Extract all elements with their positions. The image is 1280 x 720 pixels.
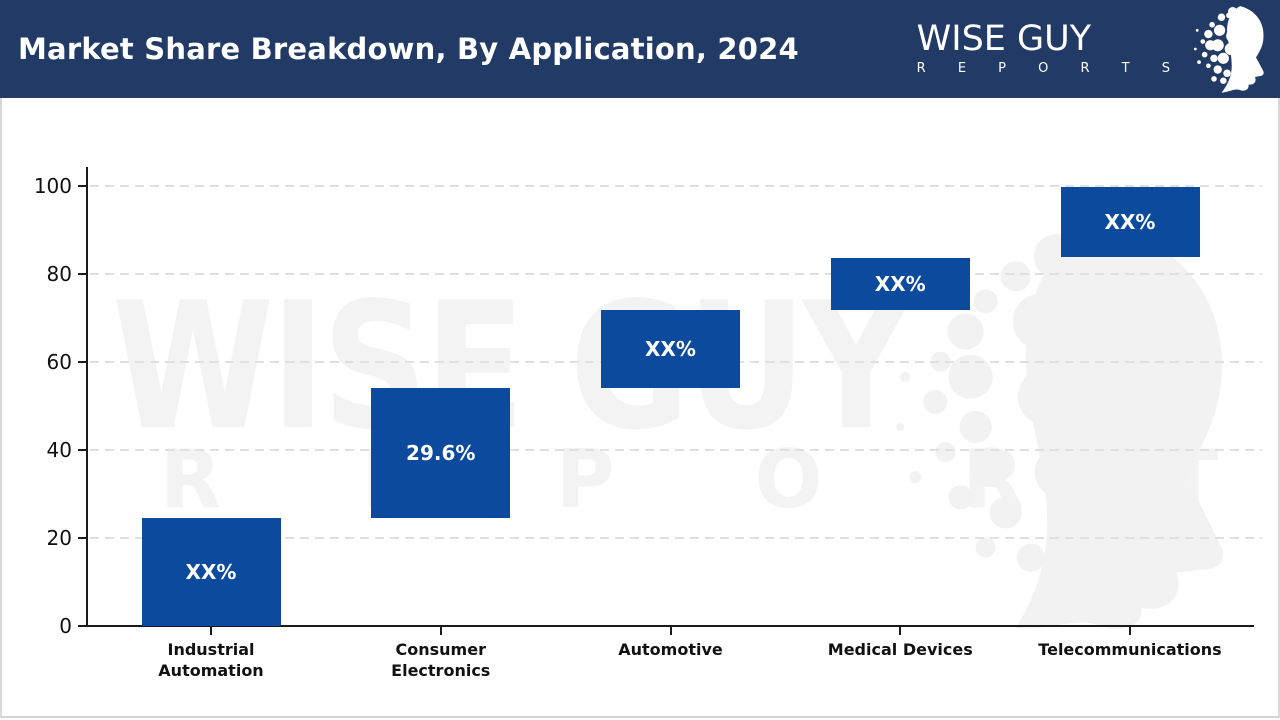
bar-telecommunications bbox=[1060, 186, 1200, 257]
watermark-head-profile-icon bbox=[896, 226, 1224, 629]
y-tick-mark-100 bbox=[78, 185, 87, 187]
y-tick-mark-80 bbox=[78, 273, 87, 275]
category-label-consumer-electronics: Consumer Electronics bbox=[391, 640, 491, 680]
gridline-40 bbox=[90, 449, 1262, 451]
y-tick-mark-20 bbox=[78, 537, 87, 539]
page-title: Market Share Breakdown, By Application, … bbox=[18, 32, 799, 66]
x-tick-mark-telecommunications bbox=[1129, 627, 1131, 635]
y-tick-label-80: 80 bbox=[46, 262, 72, 286]
gridline-100 bbox=[90, 185, 1262, 187]
bar-consumer-electronics bbox=[371, 387, 511, 519]
category-label-medical-devices: Medical Devices bbox=[827, 640, 973, 659]
y-tick-mark-0 bbox=[78, 625, 87, 627]
gridline-20 bbox=[90, 537, 1262, 539]
x-tick-mark-medical-devices bbox=[899, 627, 902, 635]
category-label-industrial-automation: Industrial Automation bbox=[158, 640, 264, 680]
brand-name: WISE GUY bbox=[916, 19, 1092, 59]
x-tick-mark-industrial-automation bbox=[210, 627, 212, 635]
value-label-automotive: XX% bbox=[645, 337, 696, 362]
brand-logo: WISE GUY R E P O R T S bbox=[917, 4, 1270, 94]
y-tick-label-60: 60 bbox=[46, 350, 72, 374]
category-label-automotive: Automotive bbox=[618, 640, 723, 659]
y-tick-label-40: 40 bbox=[46, 438, 72, 462]
y-tick-label-20: 20 bbox=[46, 526, 72, 550]
x-tick-mark-automotive bbox=[669, 627, 672, 635]
value-label-telecommunications: XX% bbox=[1104, 209, 1156, 234]
category-label-telecommunications: Telecommunications bbox=[1038, 640, 1222, 659]
bar-automotive bbox=[601, 310, 740, 388]
bar-industrial-automation bbox=[141, 518, 281, 626]
bar-medical-devices bbox=[830, 258, 970, 310]
x-axis-line bbox=[86, 625, 1254, 627]
y-tick-mark-60 bbox=[78, 361, 87, 363]
head-profile-dots-icon bbox=[1193, 6, 1264, 93]
value-label-industrial-automation: XX% bbox=[185, 560, 237, 585]
y-axis-line bbox=[86, 167, 88, 627]
y-tick-mark-40 bbox=[78, 449, 87, 451]
value-label-consumer-electronics: 29.6% bbox=[406, 441, 476, 466]
watermark-brand-text: WISE GUY bbox=[112, 266, 909, 469]
value-label-medical-devices: XX% bbox=[874, 271, 926, 296]
brand-subtitle: R E P O R T S bbox=[916, 61, 1184, 76]
y-tick-label-100: 100 bbox=[33, 174, 72, 198]
gridline-80 bbox=[90, 273, 1262, 275]
x-tick-mark-consumer-electronics bbox=[439, 627, 442, 635]
header: Market Share Breakdown, By Application, … bbox=[0, 0, 1280, 98]
y-tick-label-0: 0 bbox=[59, 614, 72, 638]
brand-logo-text: WISE GUY R E P O R T S bbox=[916, 19, 1184, 77]
